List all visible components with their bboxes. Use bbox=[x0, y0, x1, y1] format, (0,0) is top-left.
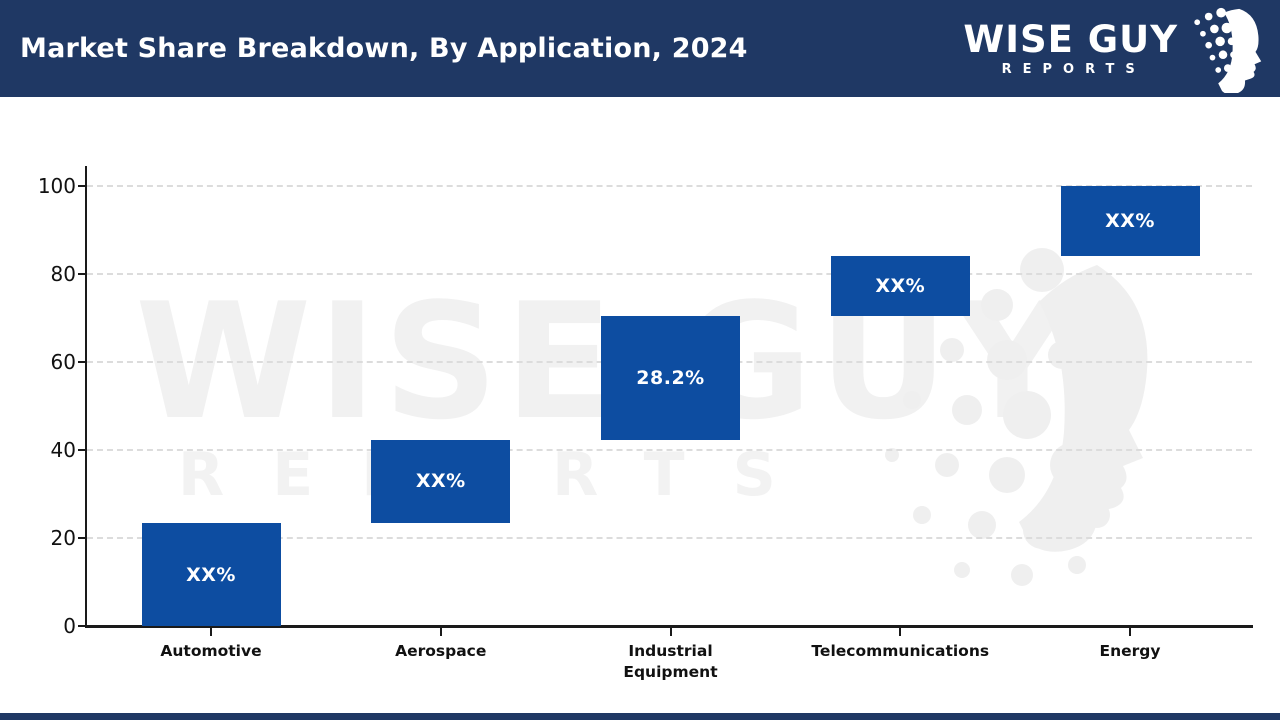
x-tick-label: Automotive bbox=[160, 642, 262, 660]
y-tick-label: 40 bbox=[50, 438, 76, 462]
bar-energy: XX% bbox=[1060, 186, 1200, 256]
y-tick-mark bbox=[78, 361, 87, 363]
y-axis-line bbox=[85, 166, 87, 628]
x-tick-mark bbox=[439, 628, 442, 636]
x-tick-mark bbox=[899, 628, 902, 636]
x-tick-mark bbox=[210, 628, 212, 636]
y-tick-mark bbox=[78, 449, 87, 451]
y-tick-mark bbox=[78, 625, 87, 627]
y-tick-mark bbox=[78, 185, 87, 187]
x-tick-mark bbox=[669, 628, 672, 636]
bar-value-label: 28.2% bbox=[636, 366, 705, 389]
gridline-80 bbox=[87, 273, 1252, 275]
watermark-dotted-head-icon bbox=[885, 248, 1148, 586]
y-tick-label: 100 bbox=[37, 174, 76, 198]
bar-automotive: XX% bbox=[141, 523, 281, 626]
gridline-20 bbox=[87, 537, 1252, 539]
footer-bar bbox=[0, 713, 1280, 720]
gridline-40 bbox=[87, 449, 1252, 451]
brand-logo-text: WISE GUY REPORTS bbox=[963, 21, 1178, 77]
brand-name: WISE GUY bbox=[963, 17, 1178, 61]
bar-value-label: XX% bbox=[186, 563, 236, 586]
x-tick-mark bbox=[1129, 628, 1131, 636]
bar-industrial-equipment: 28.2% bbox=[601, 315, 740, 440]
y-tick-label: 20 bbox=[50, 526, 76, 550]
x-tick-label: Telecommunications bbox=[811, 642, 990, 660]
bar-aerospace: XX% bbox=[371, 439, 511, 524]
header-bar: Market Share Breakdown, By Application, … bbox=[0, 0, 1280, 97]
y-tick-label: 60 bbox=[50, 350, 76, 374]
gridline-100 bbox=[87, 185, 1252, 187]
y-tick-label: 0 bbox=[63, 614, 76, 638]
brand-logo: WISE GUY REPORTS bbox=[963, 5, 1280, 93]
x-tick-label: Energy bbox=[1099, 642, 1161, 660]
bar-telecommunications: XX% bbox=[830, 255, 970, 316]
x-axis-line bbox=[85, 625, 1253, 628]
bar-value-label: XX% bbox=[875, 274, 926, 297]
bar-value-label: XX% bbox=[415, 470, 466, 493]
y-tick-label: 80 bbox=[50, 262, 76, 286]
x-tick-label: Industrial Equipment bbox=[623, 642, 718, 681]
x-tick-label: Aerospace bbox=[395, 642, 487, 660]
brand-subname: REPORTS bbox=[1001, 61, 1146, 77]
brand-dotted-head-icon bbox=[1194, 7, 1262, 93]
page-title: Market Share Breakdown, By Application, … bbox=[20, 33, 748, 64]
y-tick-mark bbox=[78, 273, 87, 275]
bar-value-label: XX% bbox=[1105, 209, 1155, 232]
y-tick-mark bbox=[78, 537, 87, 539]
